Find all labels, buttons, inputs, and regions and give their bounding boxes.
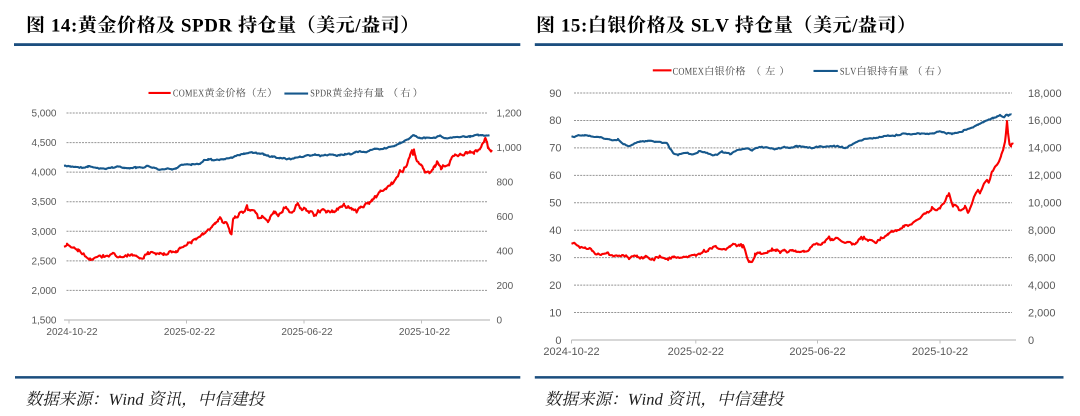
svg-text:16,000: 16,000 xyxy=(1028,115,1062,127)
svg-text:2024-10-22: 2024-10-22 xyxy=(543,346,599,358)
svg-text:5,000: 5,000 xyxy=(31,109,56,120)
svg-text:2,500: 2,500 xyxy=(31,256,56,267)
svg-text:1,200: 1,200 xyxy=(497,109,522,120)
svg-text:2,000: 2,000 xyxy=(1028,307,1056,319)
svg-text:2025-06-22: 2025-06-22 xyxy=(281,327,333,338)
svg-text:0: 0 xyxy=(1028,335,1034,347)
svg-text:200: 200 xyxy=(497,281,514,292)
svg-text:4,000: 4,000 xyxy=(1028,280,1056,292)
svg-text:2025-10-22: 2025-10-22 xyxy=(912,346,968,358)
svg-text:3,500: 3,500 xyxy=(31,197,56,208)
svg-text:2025-02-22: 2025-02-22 xyxy=(668,346,724,358)
svg-text:12,000: 12,000 xyxy=(1028,170,1062,182)
svg-text:70: 70 xyxy=(549,143,561,155)
svg-text:14,000: 14,000 xyxy=(1028,143,1062,155)
svg-text:2025-06-22: 2025-06-22 xyxy=(789,346,845,358)
svg-text:400: 400 xyxy=(497,247,514,258)
svg-text:2025-02-22: 2025-02-22 xyxy=(164,327,216,338)
svg-text:90: 90 xyxy=(549,88,561,100)
svg-text:600: 600 xyxy=(497,212,514,223)
svg-text:10,000: 10,000 xyxy=(1028,198,1062,210)
svg-text:40: 40 xyxy=(549,225,561,237)
svg-text:4,000: 4,000 xyxy=(31,168,56,179)
svg-text:6,000: 6,000 xyxy=(1028,253,1056,265)
svg-text:2,000: 2,000 xyxy=(31,286,56,297)
svg-text:2024-10-22: 2024-10-22 xyxy=(46,327,98,338)
svg-text:10: 10 xyxy=(549,307,561,319)
svg-text:2025-10-22: 2025-10-22 xyxy=(399,327,451,338)
svg-text:8,000: 8,000 xyxy=(1028,225,1056,237)
svg-text:800: 800 xyxy=(497,178,514,189)
svg-text:80: 80 xyxy=(549,115,561,127)
svg-text:50: 50 xyxy=(549,198,561,210)
svg-text:1,500: 1,500 xyxy=(31,316,56,327)
svg-text:18,000: 18,000 xyxy=(1028,88,1062,100)
svg-text:0: 0 xyxy=(555,335,561,347)
svg-text:20: 20 xyxy=(549,280,561,292)
svg-text:60: 60 xyxy=(549,170,561,182)
svg-text:3,000: 3,000 xyxy=(31,227,56,238)
svg-text:4,500: 4,500 xyxy=(31,138,56,149)
svg-text:1,000: 1,000 xyxy=(497,143,522,154)
svg-text:0: 0 xyxy=(497,316,503,327)
svg-text:30: 30 xyxy=(549,253,561,265)
